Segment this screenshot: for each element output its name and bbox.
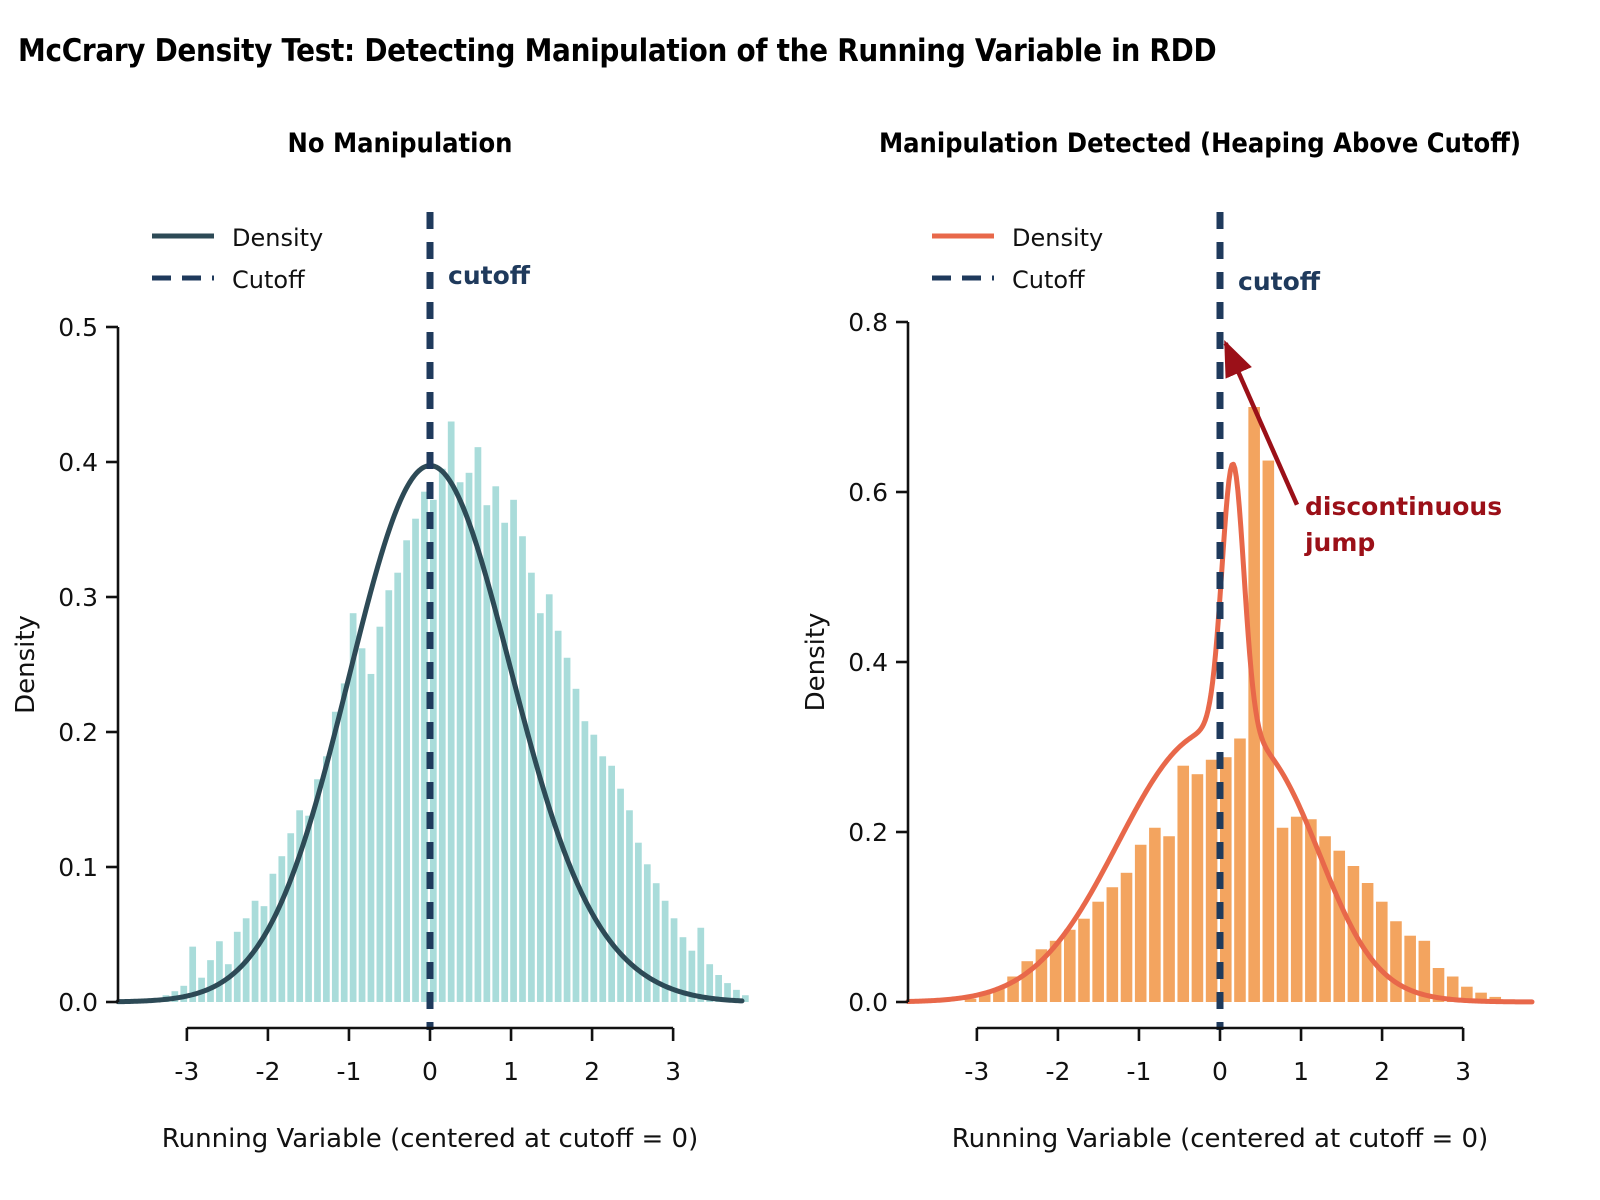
legend: Density Cutoff <box>152 224 323 294</box>
y-tick-label: 0.2 <box>848 818 888 847</box>
y-axis: 0.0 0.1 0.2 0.3 0.4 0.5 <box>58 313 120 1017</box>
y-tick-label: 0.0 <box>848 988 888 1017</box>
y-tick-label: 0.4 <box>848 648 888 677</box>
y-tick-label: 0.0 <box>58 988 98 1017</box>
x-tick-label: 2 <box>1374 1057 1390 1086</box>
x-tick-label: 3 <box>1455 1057 1471 1086</box>
y-tick-label: 0.5 <box>58 313 98 342</box>
panel-manipulation-detected: Manipulation Detected (Heaping Above Cut… <box>800 0 1600 1200</box>
y-tick-label: 0.3 <box>58 583 98 612</box>
x-tick-label: -1 <box>336 1057 361 1086</box>
y-tick-label: 0.6 <box>848 478 888 507</box>
legend-label-density: Density <box>1012 224 1103 252</box>
x-tick-label: -2 <box>255 1057 280 1086</box>
subplot-title-left: No Manipulation <box>287 128 513 159</box>
x-tick-label: 0 <box>422 1057 438 1086</box>
cutoff-annotation: cutoff <box>1238 267 1321 296</box>
x-tick-label: 0 <box>1212 1057 1228 1086</box>
histogram-bars <box>162 421 749 1002</box>
cutoff-annotation: cutoff <box>448 261 531 290</box>
x-tick-label: -3 <box>964 1057 989 1086</box>
x-tick-label: -1 <box>1126 1057 1151 1086</box>
chart-right: 0.0 0.2 0.4 0.6 0.8 -3 -2 -1 0 1 2 3 Running Variabl… <box>801 212 1535 1154</box>
y-tick-label: 0.1 <box>58 853 98 882</box>
legend-label-density: Density <box>232 224 323 252</box>
x-tick-label: 1 <box>503 1057 519 1086</box>
x-tick-label: -3 <box>174 1057 199 1086</box>
x-tick-label: -2 <box>1045 1057 1070 1086</box>
jump-annotation-line1: discontinuous <box>1305 492 1502 521</box>
x-tick-label: 1 <box>1293 1057 1309 1086</box>
x-tick-label: 3 <box>665 1057 681 1086</box>
legend-label-cutoff: Cutoff <box>232 266 305 294</box>
x-axis: -3 -2 -1 0 1 2 3 <box>174 1026 681 1086</box>
y-axis: 0.0 0.2 0.4 0.6 0.8 <box>848 308 910 1017</box>
y-tick-label: 0.2 <box>58 718 98 747</box>
y-tick-label: 0.4 <box>58 448 98 477</box>
y-axis-label: Density <box>801 613 831 712</box>
histogram-bars <box>964 407 1530 1002</box>
x-axis: -3 -2 -1 0 1 2 3 <box>964 1026 1471 1086</box>
page-title: McCrary Density Test: Detecting Manipula… <box>18 33 1217 69</box>
panel-no-manipulation: No Manipulation 0.0 0.1 0.2 0.3 0.4 0.5 -3 -2 -1… <box>11 128 749 1154</box>
jump-annotation-line2: jump <box>1304 528 1375 557</box>
legend-label-cutoff: Cutoff <box>1012 266 1085 294</box>
x-axis-label: Running Variable (centered at cutoff = 0… <box>952 1124 1489 1154</box>
x-tick-label: 2 <box>584 1057 600 1086</box>
jump-arrow <box>1223 339 1300 506</box>
legend: Density Cutoff <box>932 224 1103 294</box>
y-tick-label: 0.8 <box>848 308 888 337</box>
y-axis-label: Density <box>11 615 41 714</box>
chart-left: 0.0 0.1 0.2 0.3 0.4 0.5 -3 -2 -1 0 1 2 3 Running Vari… <box>11 212 749 1154</box>
density-curve <box>905 461 1535 1005</box>
subplot-title-right: Manipulation Detected (Heaping Above Cut… <box>878 128 1521 159</box>
x-axis-label: Running Variable (centered at cutoff = 0… <box>162 1124 699 1154</box>
